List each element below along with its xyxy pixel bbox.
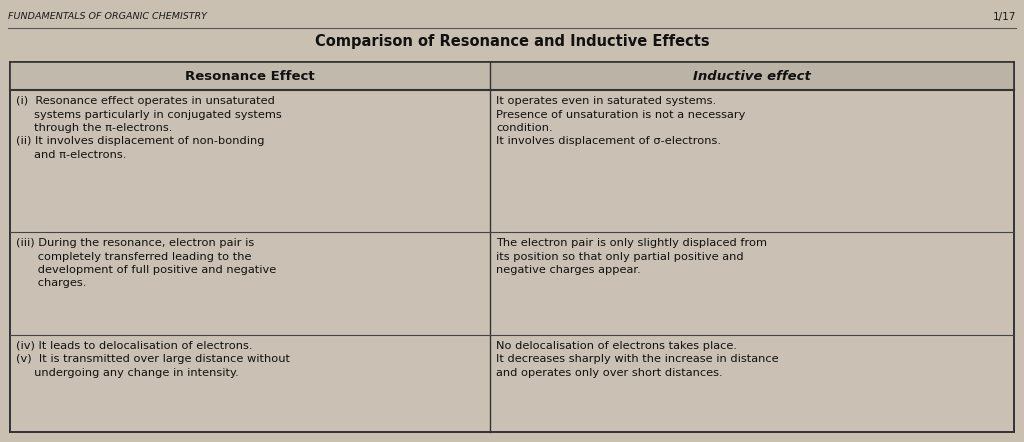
Text: (v)  It is transmitted over large distance without: (v) It is transmitted over large distanc… (16, 354, 290, 365)
Text: negative charges appear.: negative charges appear. (496, 265, 641, 275)
Text: (iv) It leads to delocalisation of electrons.: (iv) It leads to delocalisation of elect… (16, 341, 253, 351)
Text: completely transferred leading to the: completely transferred leading to the (16, 251, 252, 262)
Text: Inductive effect: Inductive effect (693, 69, 811, 83)
Text: undergoing any change in intensity.: undergoing any change in intensity. (16, 368, 239, 378)
Text: and π-electrons.: and π-electrons. (16, 150, 126, 160)
Text: charges.: charges. (16, 278, 86, 289)
Text: It operates even in saturated systems.: It operates even in saturated systems. (496, 96, 716, 106)
Text: It decreases sharply with the increase in distance: It decreases sharply with the increase i… (496, 354, 778, 365)
Text: No delocalisation of electrons takes place.: No delocalisation of electrons takes pla… (496, 341, 737, 351)
Text: It involves displacement of σ-electrons.: It involves displacement of σ-electrons. (496, 137, 721, 146)
Text: (ii) It involves displacement of non-bonding: (ii) It involves displacement of non-bon… (16, 137, 264, 146)
Text: Comparison of Resonance and Inductive Effects: Comparison of Resonance and Inductive Ef… (314, 34, 710, 49)
Text: 1/17: 1/17 (992, 12, 1016, 22)
Text: development of full positive and negative: development of full positive and negativ… (16, 265, 276, 275)
Text: FUNDAMENTALS OF ORGANIC CHEMISTRY: FUNDAMENTALS OF ORGANIC CHEMISTRY (8, 12, 207, 21)
Text: and operates only over short distances.: and operates only over short distances. (496, 368, 723, 378)
Bar (490, 62, 1014, 90)
Text: Resonance Effect: Resonance Effect (185, 69, 314, 83)
Text: through the π-electrons.: through the π-electrons. (16, 123, 172, 133)
Text: (i)  Resonance effect operates in unsaturated: (i) Resonance effect operates in unsatur… (16, 96, 274, 106)
Text: The electron pair is only slightly displaced from: The electron pair is only slightly displ… (496, 238, 767, 248)
Text: (iii) During the resonance, electron pair is: (iii) During the resonance, electron pai… (16, 238, 254, 248)
Bar (10, 62, 1014, 432)
Text: Presence of unsaturation is not a necessary: Presence of unsaturation is not a necess… (496, 110, 745, 119)
Bar (10, 62, 490, 90)
Text: condition.: condition. (496, 123, 553, 133)
Text: its position so that only partial positive and: its position so that only partial positi… (496, 251, 743, 262)
Text: systems particularly in conjugated systems: systems particularly in conjugated syste… (16, 110, 282, 119)
